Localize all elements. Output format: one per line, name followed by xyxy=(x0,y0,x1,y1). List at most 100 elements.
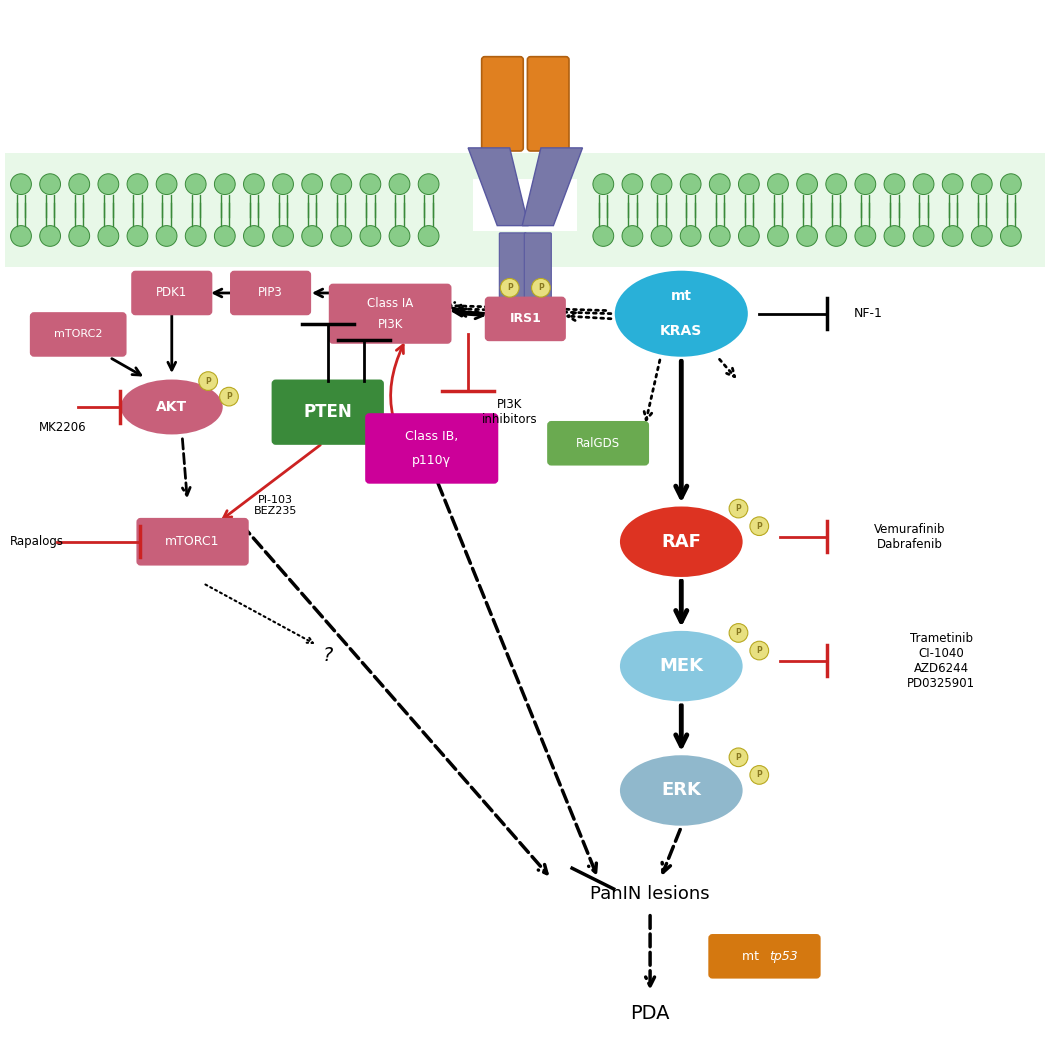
Ellipse shape xyxy=(331,174,352,195)
Ellipse shape xyxy=(942,226,963,246)
Ellipse shape xyxy=(855,226,876,246)
Circle shape xyxy=(750,766,768,785)
Text: NF-1: NF-1 xyxy=(854,307,882,320)
Text: P: P xyxy=(757,646,762,655)
Ellipse shape xyxy=(389,226,410,246)
Text: Vemurafinib
Dabrafenib: Vemurafinib Dabrafenib xyxy=(874,522,945,550)
Ellipse shape xyxy=(796,226,817,246)
Text: PDK1: PDK1 xyxy=(156,287,188,299)
Ellipse shape xyxy=(623,226,642,246)
Ellipse shape xyxy=(359,226,380,246)
Text: P: P xyxy=(757,522,762,530)
Ellipse shape xyxy=(215,226,235,246)
Circle shape xyxy=(531,278,550,297)
Ellipse shape xyxy=(10,174,31,195)
Ellipse shape xyxy=(418,174,439,195)
Ellipse shape xyxy=(97,174,118,195)
Circle shape xyxy=(220,388,238,406)
Ellipse shape xyxy=(156,226,177,246)
Ellipse shape xyxy=(243,226,264,246)
FancyBboxPatch shape xyxy=(132,272,212,315)
Ellipse shape xyxy=(215,174,235,195)
Text: mt: mt xyxy=(742,950,763,963)
Ellipse shape xyxy=(40,174,61,195)
Circle shape xyxy=(729,499,748,518)
Ellipse shape xyxy=(119,378,224,436)
Text: PI-103
BEZ235: PI-103 BEZ235 xyxy=(254,495,298,516)
Circle shape xyxy=(729,623,748,642)
Text: PDA: PDA xyxy=(630,1003,670,1023)
FancyBboxPatch shape xyxy=(474,179,577,230)
Circle shape xyxy=(750,641,768,660)
Ellipse shape xyxy=(302,174,323,195)
Circle shape xyxy=(750,517,768,536)
Text: PI3K: PI3K xyxy=(377,318,402,330)
Polygon shape xyxy=(522,148,583,226)
Ellipse shape xyxy=(942,174,963,195)
Text: P: P xyxy=(226,392,232,401)
Ellipse shape xyxy=(709,174,730,195)
Text: KRAS: KRAS xyxy=(660,324,702,339)
FancyBboxPatch shape xyxy=(330,284,451,343)
Text: P: P xyxy=(757,770,762,779)
Ellipse shape xyxy=(69,226,90,246)
Text: P: P xyxy=(736,628,741,638)
Ellipse shape xyxy=(185,174,206,195)
Ellipse shape xyxy=(796,174,817,195)
Text: AKT: AKT xyxy=(156,400,188,414)
Ellipse shape xyxy=(619,505,744,578)
Text: Class IB,: Class IB, xyxy=(406,429,458,443)
Ellipse shape xyxy=(331,226,352,246)
Text: PIP3: PIP3 xyxy=(258,287,283,299)
Ellipse shape xyxy=(1001,174,1022,195)
Ellipse shape xyxy=(614,270,749,357)
Ellipse shape xyxy=(651,174,672,195)
Ellipse shape xyxy=(855,174,876,195)
Ellipse shape xyxy=(127,226,148,246)
Text: MEK: MEK xyxy=(659,658,703,675)
Ellipse shape xyxy=(885,174,904,195)
Ellipse shape xyxy=(619,754,744,826)
Text: PI3K
inhibitors: PI3K inhibitors xyxy=(482,398,538,426)
Ellipse shape xyxy=(623,174,642,195)
Ellipse shape xyxy=(593,226,614,246)
FancyBboxPatch shape xyxy=(499,232,526,299)
Ellipse shape xyxy=(913,174,934,195)
Text: tp53: tp53 xyxy=(769,950,799,963)
FancyBboxPatch shape xyxy=(527,56,569,151)
Text: IRS1: IRS1 xyxy=(509,313,541,325)
Ellipse shape xyxy=(359,174,380,195)
Text: ERK: ERK xyxy=(661,782,701,799)
Ellipse shape xyxy=(826,174,847,195)
Ellipse shape xyxy=(767,174,788,195)
Ellipse shape xyxy=(971,174,992,195)
Text: P: P xyxy=(736,504,741,513)
Ellipse shape xyxy=(40,226,61,246)
Text: PTEN: PTEN xyxy=(303,403,352,421)
Text: P: P xyxy=(538,283,544,293)
Text: Class IA: Class IA xyxy=(367,297,413,309)
Text: mt: mt xyxy=(671,289,692,303)
Ellipse shape xyxy=(156,174,177,195)
FancyBboxPatch shape xyxy=(366,415,497,482)
Text: mTORC1: mTORC1 xyxy=(166,536,220,548)
FancyBboxPatch shape xyxy=(137,519,247,565)
Text: Rapalogs: Rapalogs xyxy=(9,536,64,548)
Ellipse shape xyxy=(185,226,206,246)
Ellipse shape xyxy=(739,226,759,246)
Ellipse shape xyxy=(885,226,904,246)
Text: P: P xyxy=(205,376,211,386)
Ellipse shape xyxy=(97,226,118,246)
Ellipse shape xyxy=(593,174,614,195)
Polygon shape xyxy=(468,148,528,226)
Text: RalGDS: RalGDS xyxy=(576,437,620,450)
Circle shape xyxy=(500,278,519,297)
FancyBboxPatch shape xyxy=(231,272,310,315)
Ellipse shape xyxy=(739,174,759,195)
FancyBboxPatch shape xyxy=(482,56,523,151)
Ellipse shape xyxy=(302,226,323,246)
Text: P: P xyxy=(736,752,741,762)
Text: ?: ? xyxy=(323,646,333,665)
Ellipse shape xyxy=(971,226,992,246)
Ellipse shape xyxy=(69,174,90,195)
